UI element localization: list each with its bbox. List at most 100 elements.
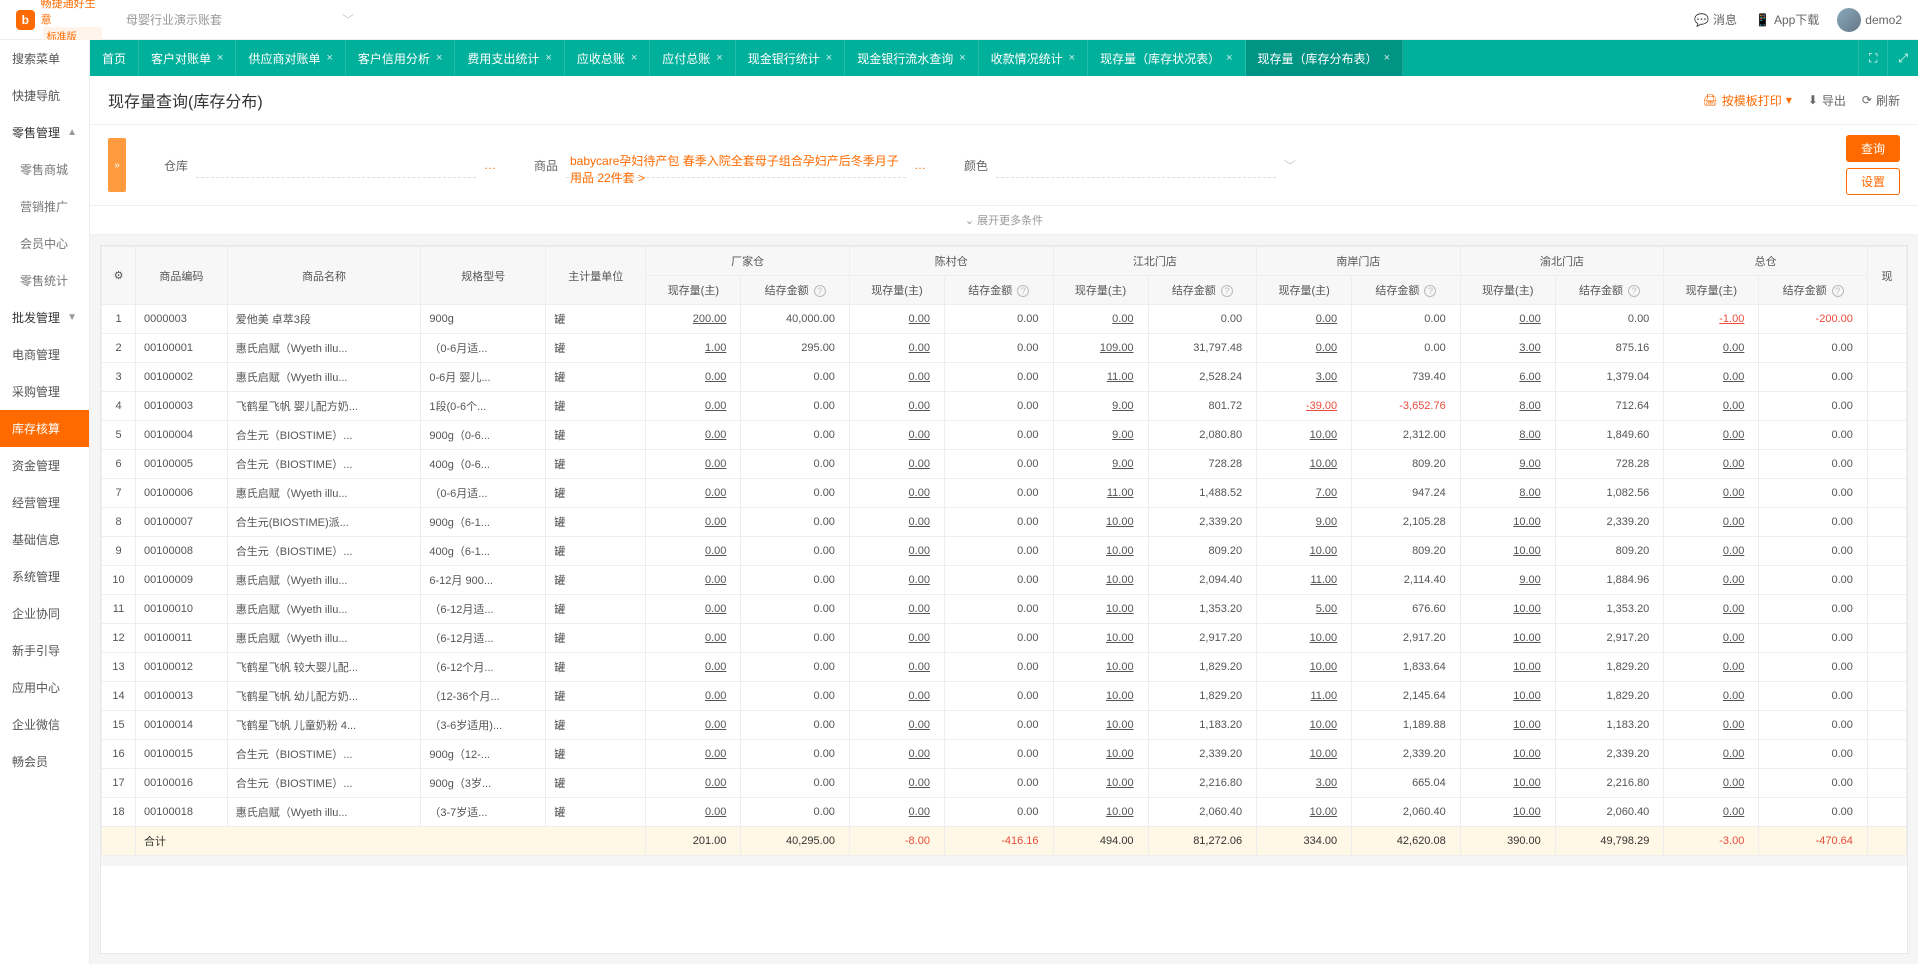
sidebar-member-join[interactable]: 畅会员: [0, 743, 89, 780]
cell-qty[interactable]: 200.00: [646, 305, 741, 334]
user-menu[interactable]: demo2: [1837, 8, 1902, 32]
tab-4[interactable]: 费用支出统计×: [455, 40, 564, 76]
cell-qty[interactable]: 0.00: [646, 769, 741, 798]
sidebar-ecommerce[interactable]: 电商管理: [0, 336, 89, 373]
sidebar-finance[interactable]: 资金管理: [0, 447, 89, 484]
close-icon[interactable]: ×: [1226, 52, 1232, 64]
cell-qty[interactable]: 0.00: [1664, 508, 1759, 537]
cell-qty[interactable]: 10.00: [1053, 798, 1148, 827]
sidebar-guide[interactable]: 新手引导: [0, 632, 89, 669]
table-row[interactable]: 400100003飞鹤星飞帆 婴儿配方奶...1段(0-6个...罐0.000.…: [102, 392, 1907, 421]
sidebar-enterprise[interactable]: 企业协同: [0, 595, 89, 632]
sidebar-member[interactable]: 会员中心: [0, 225, 89, 262]
cell-qty[interactable]: 0.00: [1664, 537, 1759, 566]
cell-qty[interactable]: 6.00: [1460, 363, 1555, 392]
cell-qty[interactable]: 0.00: [849, 450, 944, 479]
cell-qty[interactable]: 0.00: [849, 305, 944, 334]
cell-qty[interactable]: 0.00: [1664, 421, 1759, 450]
cell-qty[interactable]: 0.00: [646, 798, 741, 827]
close-icon[interactable]: ×: [1069, 52, 1075, 64]
cell-qty[interactable]: 0.00: [849, 392, 944, 421]
table-row[interactable]: 200100001惠氏启赋（Wyeth illu...（0-6月适...罐1.0…: [102, 334, 1907, 363]
cell-qty[interactable]: 10.00: [1460, 711, 1555, 740]
cell-qty[interactable]: 0.00: [849, 624, 944, 653]
cell-qty[interactable]: 10.00: [1460, 595, 1555, 624]
cell-qty[interactable]: 0.00: [1664, 479, 1759, 508]
cell-qty[interactable]: 10.00: [1257, 798, 1352, 827]
cell-qty[interactable]: 10.00: [1053, 595, 1148, 624]
cell-qty[interactable]: 10.00: [1460, 537, 1555, 566]
cell-qty[interactable]: 11.00: [1053, 363, 1148, 392]
cell-qty[interactable]: 0.00: [646, 537, 741, 566]
sidebar-retail-mall[interactable]: 零售商城: [0, 151, 89, 188]
cell-qty[interactable]: 0.00: [646, 682, 741, 711]
sidebar-wholesale[interactable]: 批发管理▼: [0, 299, 89, 336]
cell-qty[interactable]: 10.00: [1257, 537, 1352, 566]
close-icon[interactable]: ×: [326, 52, 332, 64]
cell-qty[interactable]: 0.00: [849, 508, 944, 537]
print-button[interactable]: 🖨按模板打印 ▾: [1703, 92, 1792, 109]
cell-qty[interactable]: 0.00: [646, 508, 741, 537]
cell-qty[interactable]: 8.00: [1460, 479, 1555, 508]
sidebar-appcenter[interactable]: 应用中心: [0, 669, 89, 706]
cell-qty[interactable]: 10.00: [1257, 421, 1352, 450]
sidebar-purchase[interactable]: 采购管理: [0, 373, 89, 410]
cell-qty[interactable]: 0.00: [1257, 334, 1352, 363]
cell-qty[interactable]: 1.00: [646, 334, 741, 363]
cell-qty[interactable]: 9.00: [1053, 421, 1148, 450]
expand-filters[interactable]: ⌄ 展开更多条件: [90, 206, 1918, 235]
close-icon[interactable]: ×: [959, 52, 965, 64]
cell-qty[interactable]: 10.00: [1053, 740, 1148, 769]
cell-qty[interactable]: 10.00: [1053, 653, 1148, 682]
cell-qty[interactable]: 10.00: [1257, 450, 1352, 479]
cell-qty[interactable]: -39.00: [1257, 392, 1352, 421]
cell-qty[interactable]: 10.00: [1257, 740, 1352, 769]
cell-qty[interactable]: 7.00: [1257, 479, 1352, 508]
sidebar-operation[interactable]: 经营管理: [0, 484, 89, 521]
cell-qty[interactable]: 0.00: [646, 653, 741, 682]
close-icon[interactable]: ×: [716, 52, 722, 64]
table-row[interactable]: 1700100016合生元（BIOSTIME）...900g（3岁...罐0.0…: [102, 769, 1907, 798]
table-row[interactable]: 1600100015合生元（BIOSTIME）...900g（12-...罐0.…: [102, 740, 1907, 769]
tab-2[interactable]: 供应商对账单×: [236, 40, 345, 76]
cell-qty[interactable]: 0.00: [646, 595, 741, 624]
cell-qty[interactable]: 0.00: [646, 479, 741, 508]
cell-qty[interactable]: 0.00: [1664, 334, 1759, 363]
gear-column[interactable]: ⚙: [102, 247, 136, 305]
cell-qty[interactable]: 0.00: [646, 363, 741, 392]
tab-7[interactable]: 现金银行统计×: [736, 40, 845, 76]
cell-qty[interactable]: 9.00: [1053, 392, 1148, 421]
table-row[interactable]: 1000100009惠氏启赋（Wyeth illu...6-12月 900...…: [102, 566, 1907, 595]
sidebar-search[interactable]: 搜索菜单: [0, 40, 89, 77]
cell-qty[interactable]: 10.00: [1460, 682, 1555, 711]
cell-qty[interactable]: 0.00: [646, 450, 741, 479]
cell-qty[interactable]: 0.00: [1664, 624, 1759, 653]
tab-5[interactable]: 应收总账×: [565, 40, 650, 76]
sidebar-retail-stats[interactable]: 零售统计: [0, 262, 89, 299]
cell-qty[interactable]: 10.00: [1053, 682, 1148, 711]
cell-qty[interactable]: 0.00: [849, 682, 944, 711]
cell-qty[interactable]: 0.00: [849, 653, 944, 682]
cell-qty[interactable]: 3.00: [1257, 363, 1352, 392]
warehouse-picker[interactable]: …: [484, 158, 496, 172]
tab-3[interactable]: 客户信用分析×: [346, 40, 455, 76]
tab-maximize[interactable]: ⛶: [1858, 40, 1887, 76]
table-row[interactable]: 700100006惠氏启赋（Wyeth illu...（0-6月适...罐0.0…: [102, 479, 1907, 508]
close-icon[interactable]: ×: [217, 52, 223, 64]
account-selector[interactable]: 母婴行业演示账套 ﹀: [102, 11, 1694, 28]
cell-qty[interactable]: 10.00: [1460, 798, 1555, 827]
horizontal-scrollbar[interactable]: [101, 856, 1907, 866]
cell-qty[interactable]: 10.00: [1053, 711, 1148, 740]
color-input[interactable]: [996, 152, 1276, 178]
cell-qty[interactable]: 0.00: [646, 392, 741, 421]
cell-qty[interactable]: 0.00: [849, 479, 944, 508]
cell-qty[interactable]: 0.00: [646, 740, 741, 769]
cell-qty[interactable]: 0.00: [1257, 305, 1352, 334]
cell-qty[interactable]: 0.00: [849, 363, 944, 392]
cell-qty[interactable]: 10.00: [1053, 508, 1148, 537]
cell-qty[interactable]: 0.00: [1664, 363, 1759, 392]
tab-9[interactable]: 收款情况统计×: [979, 40, 1088, 76]
cell-qty[interactable]: 0.00: [646, 421, 741, 450]
cell-qty[interactable]: 0.00: [1053, 305, 1148, 334]
cell-qty[interactable]: 10.00: [1460, 624, 1555, 653]
